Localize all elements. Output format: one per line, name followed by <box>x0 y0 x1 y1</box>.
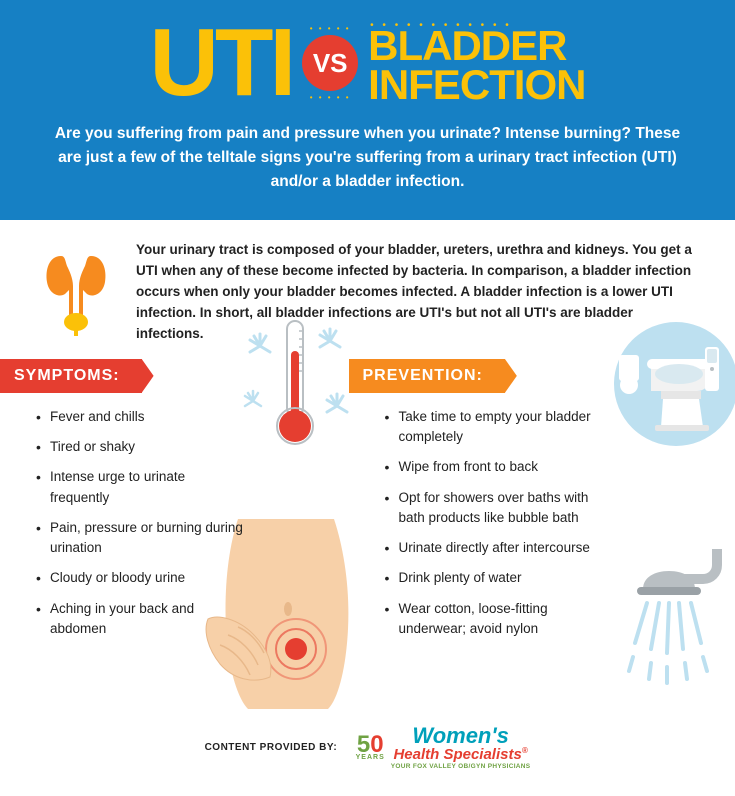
vs-badge: VS <box>302 35 358 91</box>
title-bladder-col: • • • • • • • • • • • • BLADDER INFECTIO… <box>368 22 585 104</box>
logo-50-icon: 50 YEARS <box>356 734 385 762</box>
infographic: UTI • • • • • VS • • • • • • • • • • • •… <box>0 0 735 796</box>
title-infection: INFECTION <box>368 66 585 105</box>
kidney-icon <box>36 240 116 345</box>
logo-text: Women's Health Specialists® YOUR FOX VAL… <box>391 725 531 771</box>
title-vs-col: • • • • • VS • • • • • <box>302 24 358 102</box>
title-uti: UTI <box>150 22 293 104</box>
list-item: Tired or shaky <box>36 437 246 457</box>
list-item: Cloudy or bloody urine <box>36 568 246 588</box>
list-item: Opt for showers over baths with bath pro… <box>385 488 595 529</box>
vs-text: VS <box>313 48 348 79</box>
prevention-list: Take time to empty your bladder complete… <box>385 407 595 639</box>
logo-reg: ® <box>522 746 528 755</box>
logo-womens: Women's <box>391 725 531 747</box>
list-item: Aching in your back and abdomen <box>36 599 246 640</box>
symptoms-label: SYMPTOMS: <box>0 359 142 393</box>
symptoms-column: SYMPTOMS: Fever and chills Tired or shak… <box>36 359 351 695</box>
list-item: Drink plenty of water <box>385 568 595 588</box>
columns: SYMPTOMS: Fever and chills Tired or shak… <box>0 359 735 709</box>
list-item: Intense urge to urinate frequently <box>36 467 246 508</box>
sponsor-logo: 50 YEARS Women's Health Specialists® YOU… <box>356 725 531 771</box>
list-item: Urinate directly after intercourse <box>385 538 595 558</box>
logo-health: Health Specialists <box>393 746 521 763</box>
logo-tagline: YOUR FOX VALLEY OB/GYN PHYSICIANS <box>391 764 531 771</box>
list-item: Take time to empty your bladder complete… <box>385 407 595 448</box>
dots-bot: • • • • • <box>310 93 351 102</box>
dots-top: • • • • • <box>310 24 351 33</box>
prevention-label: PREVENTION: <box>349 359 505 393</box>
symptoms-list: Fever and chills Tired or shaky Intense … <box>36 407 246 639</box>
provided-by-label: CONTENT PROVIDED BY: <box>205 742 338 753</box>
footer: CONTENT PROVIDED BY: 50 YEARS Women's He… <box>0 709 735 796</box>
list-item: Wear cotton, loose-fitting underwear; av… <box>385 599 595 640</box>
title-row: UTI • • • • • VS • • • • • • • • • • • •… <box>36 22 699 104</box>
intro-text: Are you suffering from pain and pressure… <box>36 122 699 194</box>
hero-section: UTI • • • • • VS • • • • • • • • • • • •… <box>0 0 735 220</box>
prevention-column: PREVENTION: Take time to empty your blad… <box>385 359 700 695</box>
list-item: Fever and chills <box>36 407 246 427</box>
title-bladder: BLADDER <box>368 27 585 66</box>
list-item: Pain, pressure or burning during urinati… <box>36 518 246 559</box>
logo-years: YEARS <box>356 755 385 761</box>
info-bold: only <box>222 284 250 299</box>
list-item: Wipe from front to back <box>385 457 595 477</box>
